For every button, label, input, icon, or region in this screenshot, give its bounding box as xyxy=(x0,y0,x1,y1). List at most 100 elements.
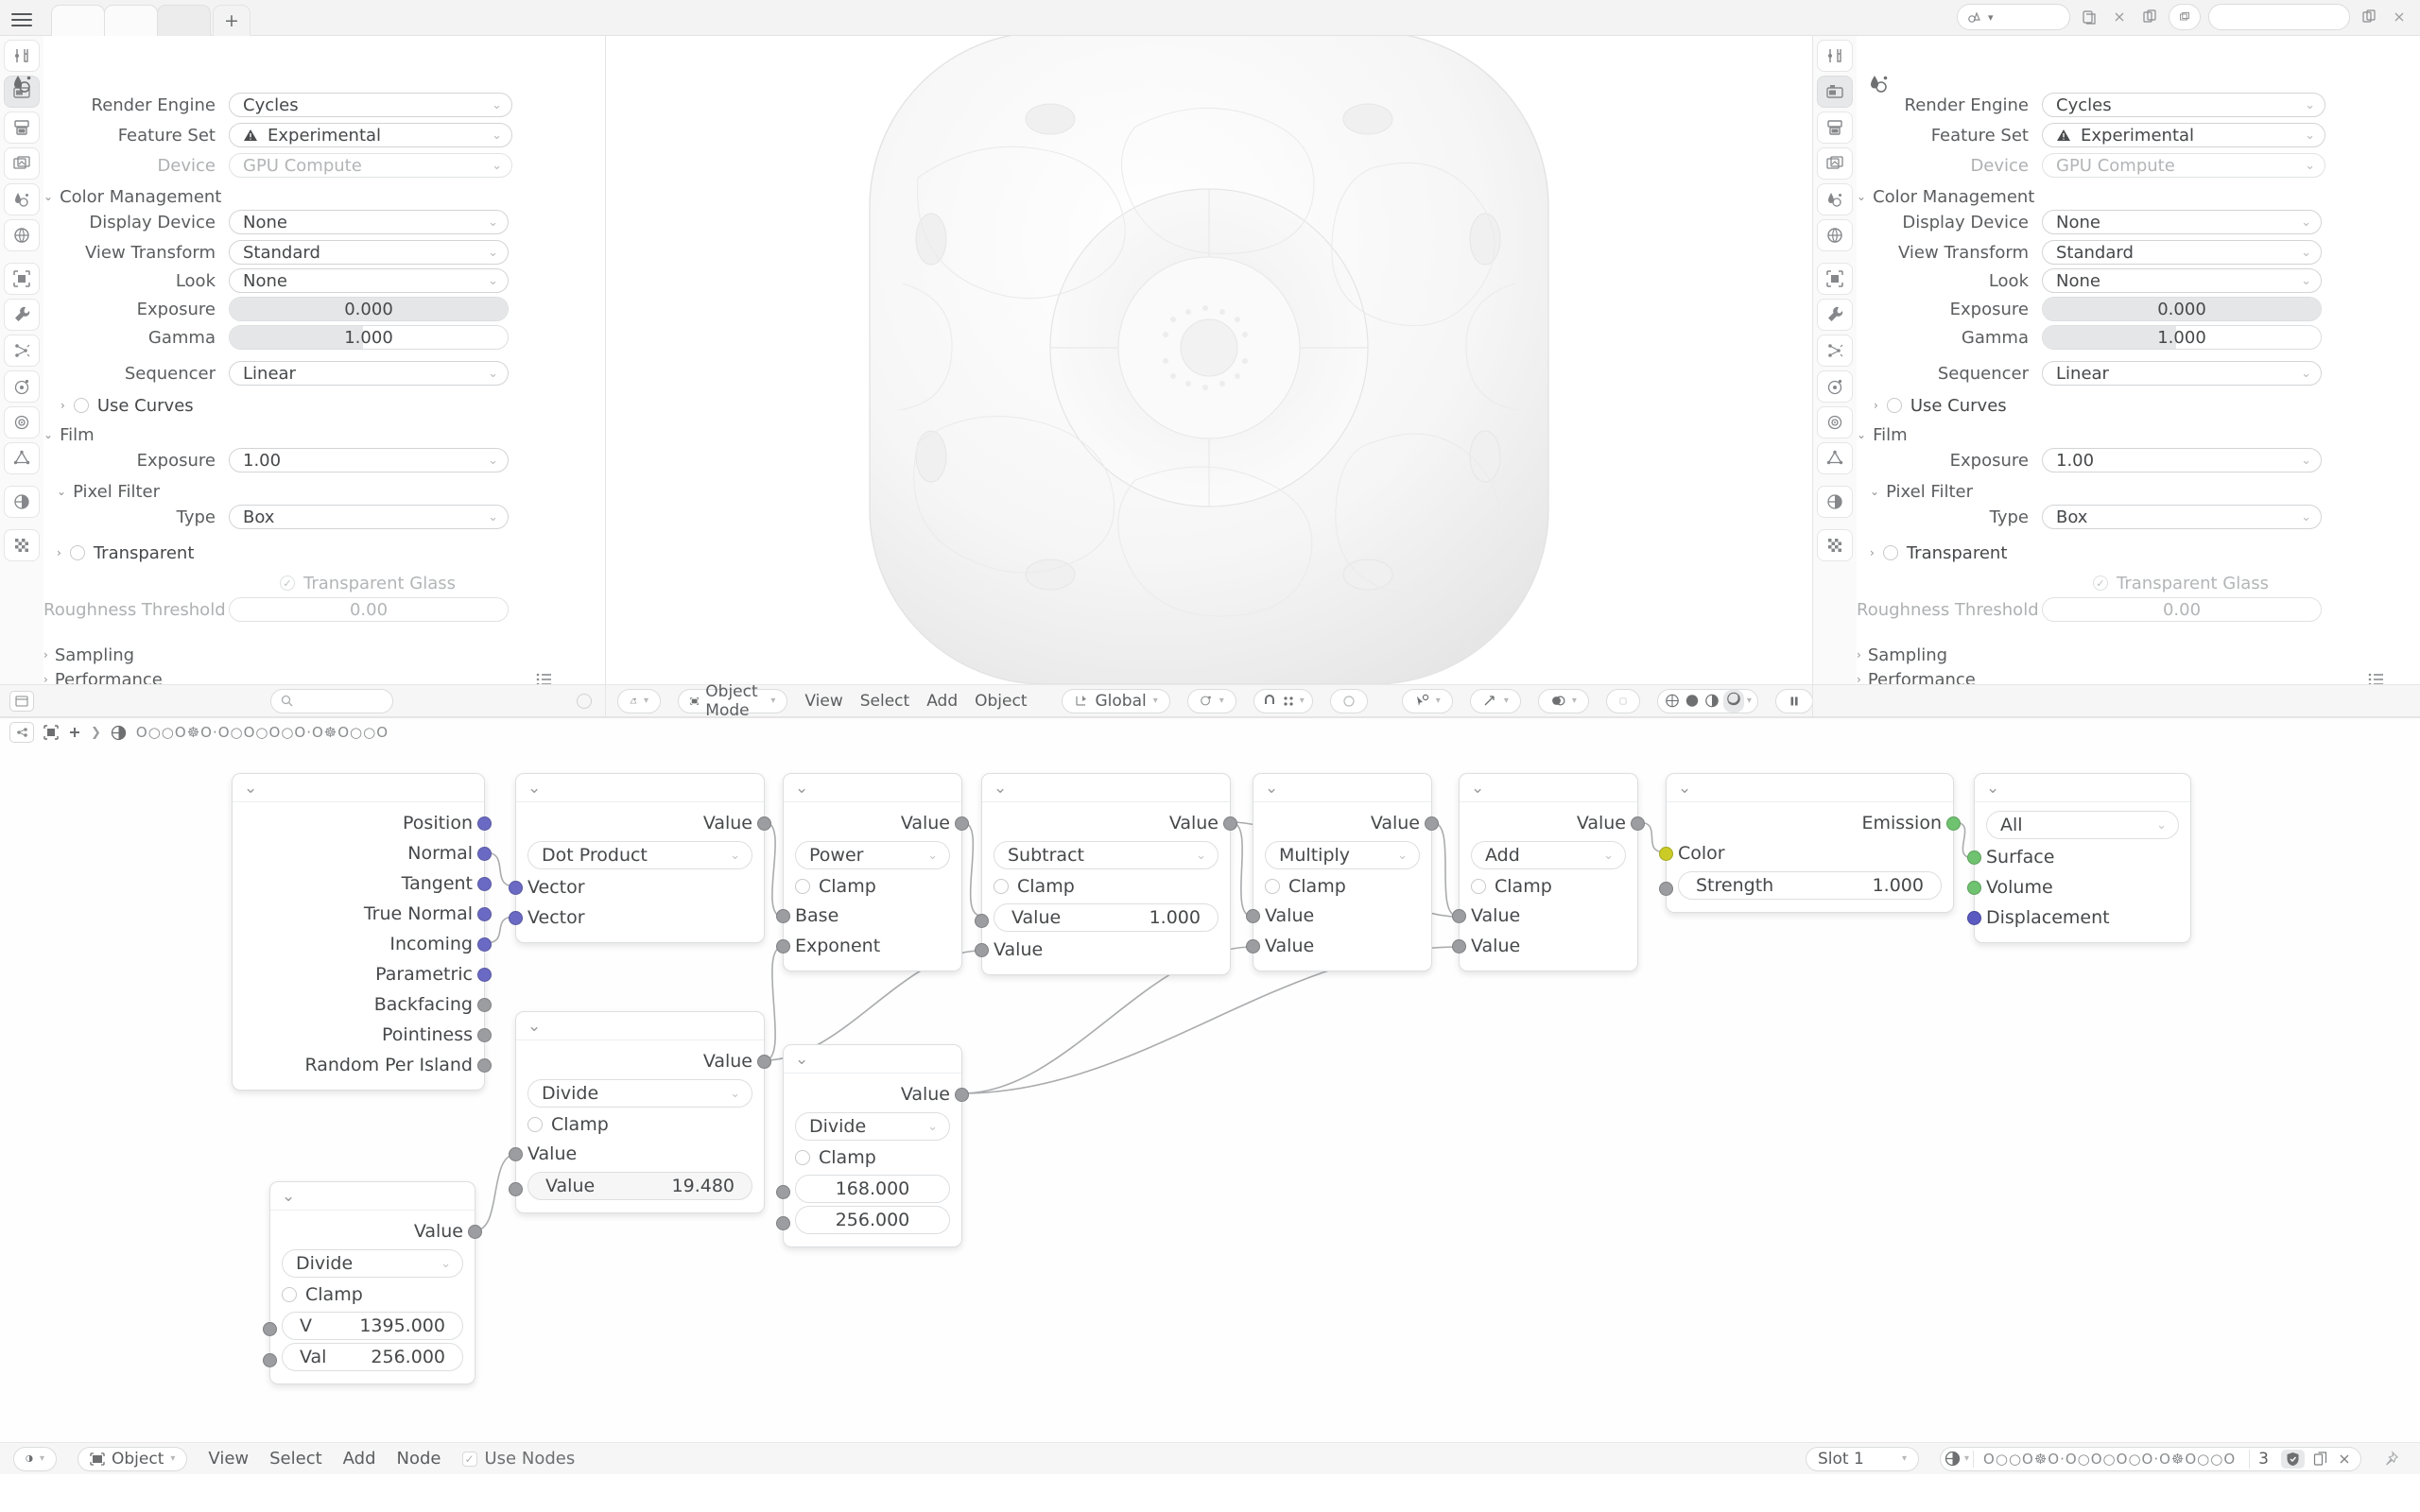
transform-orientation-selector[interactable]: Global ▾ xyxy=(1061,688,1170,713)
properties-tab-particles-tab[interactable] xyxy=(1817,335,1853,367)
node-canvas[interactable]: ⌄ Position Normal Tangent True Normal Incomin… xyxy=(0,747,2420,1442)
node-socket[interactable] xyxy=(1246,938,1260,954)
properties-tab-physics-tab[interactable] xyxy=(1817,370,1853,403)
gizmo-toggle[interactable]: ▾ xyxy=(1469,688,1521,713)
node-menu-node[interactable]: Node xyxy=(396,1449,441,1469)
add-workspace-button[interactable]: + xyxy=(213,5,251,36)
properties-tab-view-layer-tab[interactable] xyxy=(1817,147,1853,180)
section-film[interactable]: ⌄ Film xyxy=(43,423,577,446)
filter-icon-left[interactable] xyxy=(577,693,592,709)
shading-modes[interactable]: ▾ xyxy=(1656,688,1758,713)
node-geometry[interactable]: ⌄ Position Normal Tangent True Normal Incomin… xyxy=(232,773,492,1091)
node-socket[interactable] xyxy=(263,1322,277,1336)
node-header[interactable]: ⌄ xyxy=(516,774,764,802)
node-socket[interactable] xyxy=(477,906,492,921)
node-emission[interactable]: ⌄ Emission Color Strength 1.000 xyxy=(1659,773,1961,913)
section-sampling[interactable]: › Sampling xyxy=(1857,645,1947,665)
node-math-add[interactable]: ⌄ Value Add ⌄ Clamp Value Value xyxy=(1452,773,1645,971)
use-curves-row[interactable]: › Use Curves xyxy=(60,393,577,418)
node-socket[interactable] xyxy=(509,1146,523,1161)
node-menu-add[interactable]: Add xyxy=(342,1449,376,1469)
node-socket[interactable] xyxy=(263,1353,277,1367)
render-1-input[interactable]: Experimental ⌄ xyxy=(2042,123,2325,147)
editor-type-icon-viewport[interactable]: ▾ xyxy=(617,688,661,713)
transparent-toggle[interactable] xyxy=(1882,545,1898,560)
node-socket[interactable] xyxy=(477,997,492,1012)
node-socket[interactable] xyxy=(477,967,492,982)
node-socket[interactable] xyxy=(477,1027,492,1042)
film-exposure-input[interactable]: 1.00 ⌄ xyxy=(229,448,509,472)
node-socket[interactable] xyxy=(477,876,492,891)
chevron-down-icon[interactable]: ⌄ xyxy=(1678,778,1692,798)
transparent-row[interactable]: › Transparent xyxy=(1870,541,2409,565)
node-socket[interactable] xyxy=(1631,816,1645,831)
node-socket[interactable] xyxy=(955,1087,969,1102)
chevron-down-icon[interactable]: ⌄ xyxy=(1986,778,2000,798)
copy-scene-icon[interactable] xyxy=(2138,6,2161,28)
material-datablock[interactable]: ▾ O○○O☸O·O○O○O○O·O☸O○○O 3 xyxy=(1940,1446,2361,1471)
properties-tab-physics-tab[interactable] xyxy=(4,370,40,403)
material-users-count[interactable]: 3 xyxy=(2249,1449,2277,1469)
hamburger-icon[interactable] xyxy=(11,9,32,30)
node-clamp-toggle[interactable]: Clamp xyxy=(270,1280,475,1309)
node-socket[interactable] xyxy=(975,942,989,957)
pixel-filter-type-input[interactable]: Box ⌄ xyxy=(2042,505,2322,529)
node-math-divide-168[interactable]: ⌄ Value Divide ⌄ Clamp 168.000 256.000 xyxy=(776,1044,969,1247)
node-socket[interactable] xyxy=(1659,882,1673,896)
properties-tab-modifier-tab[interactable] xyxy=(4,299,40,331)
unlink-material-icon[interactable] xyxy=(2336,1452,2357,1466)
xray-toggle[interactable] xyxy=(1605,688,1640,713)
properties-tab-data-tab[interactable] xyxy=(4,442,40,474)
properties-tab-object-tab[interactable] xyxy=(4,263,40,295)
node-socket[interactable] xyxy=(955,816,969,831)
section-pixel-filter[interactable]: ⌄ Pixel Filter xyxy=(57,480,577,503)
properties-tab-view-layer-tab[interactable] xyxy=(4,147,40,180)
section-film[interactable]: ⌄ Film xyxy=(1857,423,2409,446)
cm-exposure-input[interactable]: 0.000 xyxy=(229,297,509,321)
shader-slot-type-selector[interactable]: Object ▾ xyxy=(78,1446,188,1471)
render-2-input[interactable]: GPU Compute ⌄ xyxy=(2042,153,2325,178)
render-1-input[interactable]: Experimental ⌄ xyxy=(229,123,512,147)
node-math-subtract[interactable]: ⌄ Value Subtract ⌄ Clamp Value 1.000 Value xyxy=(975,773,1237,975)
cm-gamma-input[interactable]: 1.000 xyxy=(2042,325,2322,350)
node-clamp-toggle[interactable]: Clamp xyxy=(784,1143,961,1172)
node-clamp-checkbox[interactable] xyxy=(994,879,1009,894)
node-operation-selector[interactable]: Divide ⌄ xyxy=(282,1249,463,1278)
node-socket[interactable] xyxy=(757,816,771,831)
transparent-row[interactable]: › Transparent xyxy=(57,541,577,565)
workspace-tab-2[interactable] xyxy=(104,5,158,36)
node-socket[interactable] xyxy=(509,880,523,895)
node-socket[interactable] xyxy=(468,1224,482,1239)
node-value-field[interactable]: V 1395.000 xyxy=(282,1312,463,1340)
cm-gamma-input[interactable]: 1.000 xyxy=(229,325,509,350)
node-socket[interactable] xyxy=(1246,908,1260,923)
display-device-input[interactable]: None ⌄ xyxy=(2042,210,2322,234)
view-transform-input[interactable]: Standard ⌄ xyxy=(229,240,509,265)
node-vector-math-dot-product[interactable]: ⌄ Value Dot Product ⌄ Vector Vector xyxy=(509,773,771,943)
node-socket[interactable] xyxy=(509,910,523,925)
cm-exposure-input[interactable]: 0.000 xyxy=(2042,297,2322,321)
node-clamp-checkbox[interactable] xyxy=(1471,879,1486,894)
node-operation-selector[interactable]: Dot Product ⌄ xyxy=(527,841,752,869)
node-socket[interactable] xyxy=(1659,846,1673,861)
node-value-field[interactable]: 168.000 xyxy=(795,1175,950,1203)
chevron-down-icon[interactable]: ⌄ xyxy=(1471,778,1485,798)
roughness-threshold-input[interactable]: 0.00 xyxy=(2042,597,2322,622)
properties-tab-scene-tab[interactable] xyxy=(1817,183,1853,215)
node-header[interactable]: ⌄ xyxy=(1667,774,1953,802)
properties-tab-material-tab[interactable] xyxy=(1817,486,1853,518)
chevron-down-icon[interactable]: ⌄ xyxy=(994,778,1008,798)
new-view-layer-icon[interactable] xyxy=(2358,6,2380,28)
viewport-menu-object[interactable]: Object xyxy=(975,691,1028,711)
node-header[interactable]: ⌄ xyxy=(1460,774,1637,802)
section-sampling[interactable]: › Sampling xyxy=(43,645,134,665)
node-socket[interactable] xyxy=(757,1054,771,1069)
view-layer-selector[interactable] xyxy=(2208,4,2350,30)
chevron-down-icon[interactable]: ⌄ xyxy=(282,1186,296,1206)
node-clamp-checkbox[interactable] xyxy=(527,1117,543,1132)
node-socket[interactable] xyxy=(776,938,790,954)
transparent-glass-toggle[interactable]: ✓ xyxy=(2093,576,2108,591)
node-clamp-toggle[interactable]: Clamp xyxy=(1460,872,1637,901)
transparent-glass-row[interactable]: ✓ Transparent Glass xyxy=(280,571,577,595)
node-socket[interactable] xyxy=(1452,908,1466,923)
